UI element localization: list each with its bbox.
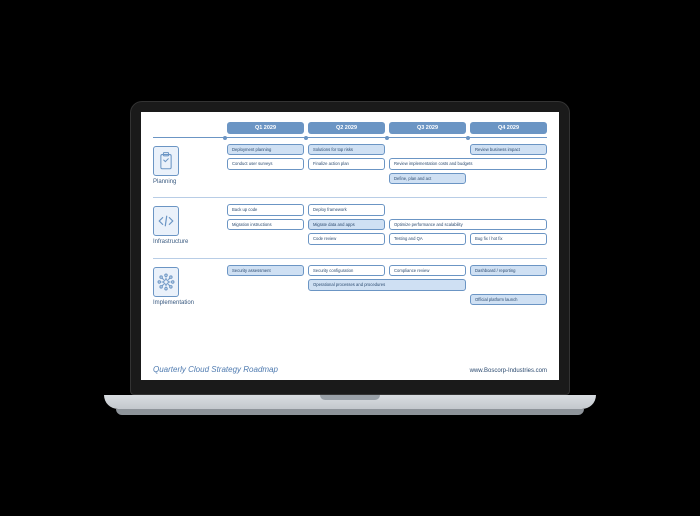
screen-bezel: Q1 2029 Q2 2029 Q3 2029 Q4 2029	[130, 101, 570, 395]
task: Review implementation costs and budgets	[389, 158, 547, 169]
lane-label-infrastructure: Infrastructure	[153, 204, 223, 255]
task: Define, plan and act	[389, 173, 466, 184]
task: Dashboard / reporting	[470, 265, 547, 276]
screen: Q1 2029 Q2 2029 Q3 2029 Q4 2029	[141, 112, 559, 380]
task: Official platform launch	[470, 294, 547, 305]
task: Migration instructions	[227, 219, 304, 230]
task: Optimize performance and scalability	[389, 219, 547, 230]
task: Review business impact	[470, 144, 547, 155]
task: Code review	[308, 233, 385, 244]
task: Solutions for top risks	[308, 144, 385, 155]
roadmap-title: Quarterly Cloud Strategy Roadmap	[153, 365, 278, 374]
lane-cells-planning: Deployment planning Solutions for top ris…	[227, 144, 547, 195]
roadmap: Q1 2029 Q2 2029 Q3 2029 Q4 2029	[141, 112, 559, 380]
lane-separator	[153, 197, 547, 198]
task: Back up code	[227, 204, 304, 215]
network-icon	[153, 267, 179, 297]
task: Migrate data and apps	[308, 219, 385, 230]
laptop-mockup: Q1 2029 Q2 2029 Q3 2029 Q4 2029	[130, 101, 570, 415]
code-icon	[153, 206, 179, 236]
quarter-header-q2: Q2 2029	[308, 122, 385, 134]
laptop-base	[104, 395, 596, 409]
laptop-foot	[116, 409, 584, 415]
task: Operational processes and procedures	[308, 279, 466, 290]
lane-label-implementation: Implementation	[153, 265, 223, 316]
task: Finalize action plan	[308, 158, 385, 169]
quarter-header-q4: Q4 2029	[470, 122, 547, 134]
quarter-header-q1: Q1 2029	[227, 122, 304, 134]
task: Compliance review	[389, 265, 466, 276]
task: Testing and QA	[389, 233, 466, 244]
task: Deploy framework	[308, 204, 385, 215]
lane-cells-implementation: Security assessment Security configuratio…	[227, 265, 547, 316]
task: Bug fix / hot fix	[470, 233, 547, 244]
task: Security assessment	[227, 265, 304, 276]
lane-separator	[153, 258, 547, 259]
task: Conduct user surveys	[227, 158, 304, 169]
timeline-line	[153, 137, 547, 138]
task: Deployment planning	[227, 144, 304, 155]
quarter-header-q3: Q3 2029	[389, 122, 466, 134]
clipboard-icon	[153, 146, 179, 176]
roadmap-grid: Q1 2029 Q2 2029 Q3 2029 Q4 2029	[153, 122, 547, 316]
task: Security configuration	[308, 265, 385, 276]
footer-url: www.Boscorp-Industries.com	[470, 368, 547, 374]
footer: Quarterly Cloud Strategy Roadmap www.Bos…	[153, 365, 547, 374]
lane-label-planning: Planning	[153, 144, 223, 195]
lane-cells-infrastructure: Back up code Deploy framework Migration in…	[227, 204, 547, 255]
